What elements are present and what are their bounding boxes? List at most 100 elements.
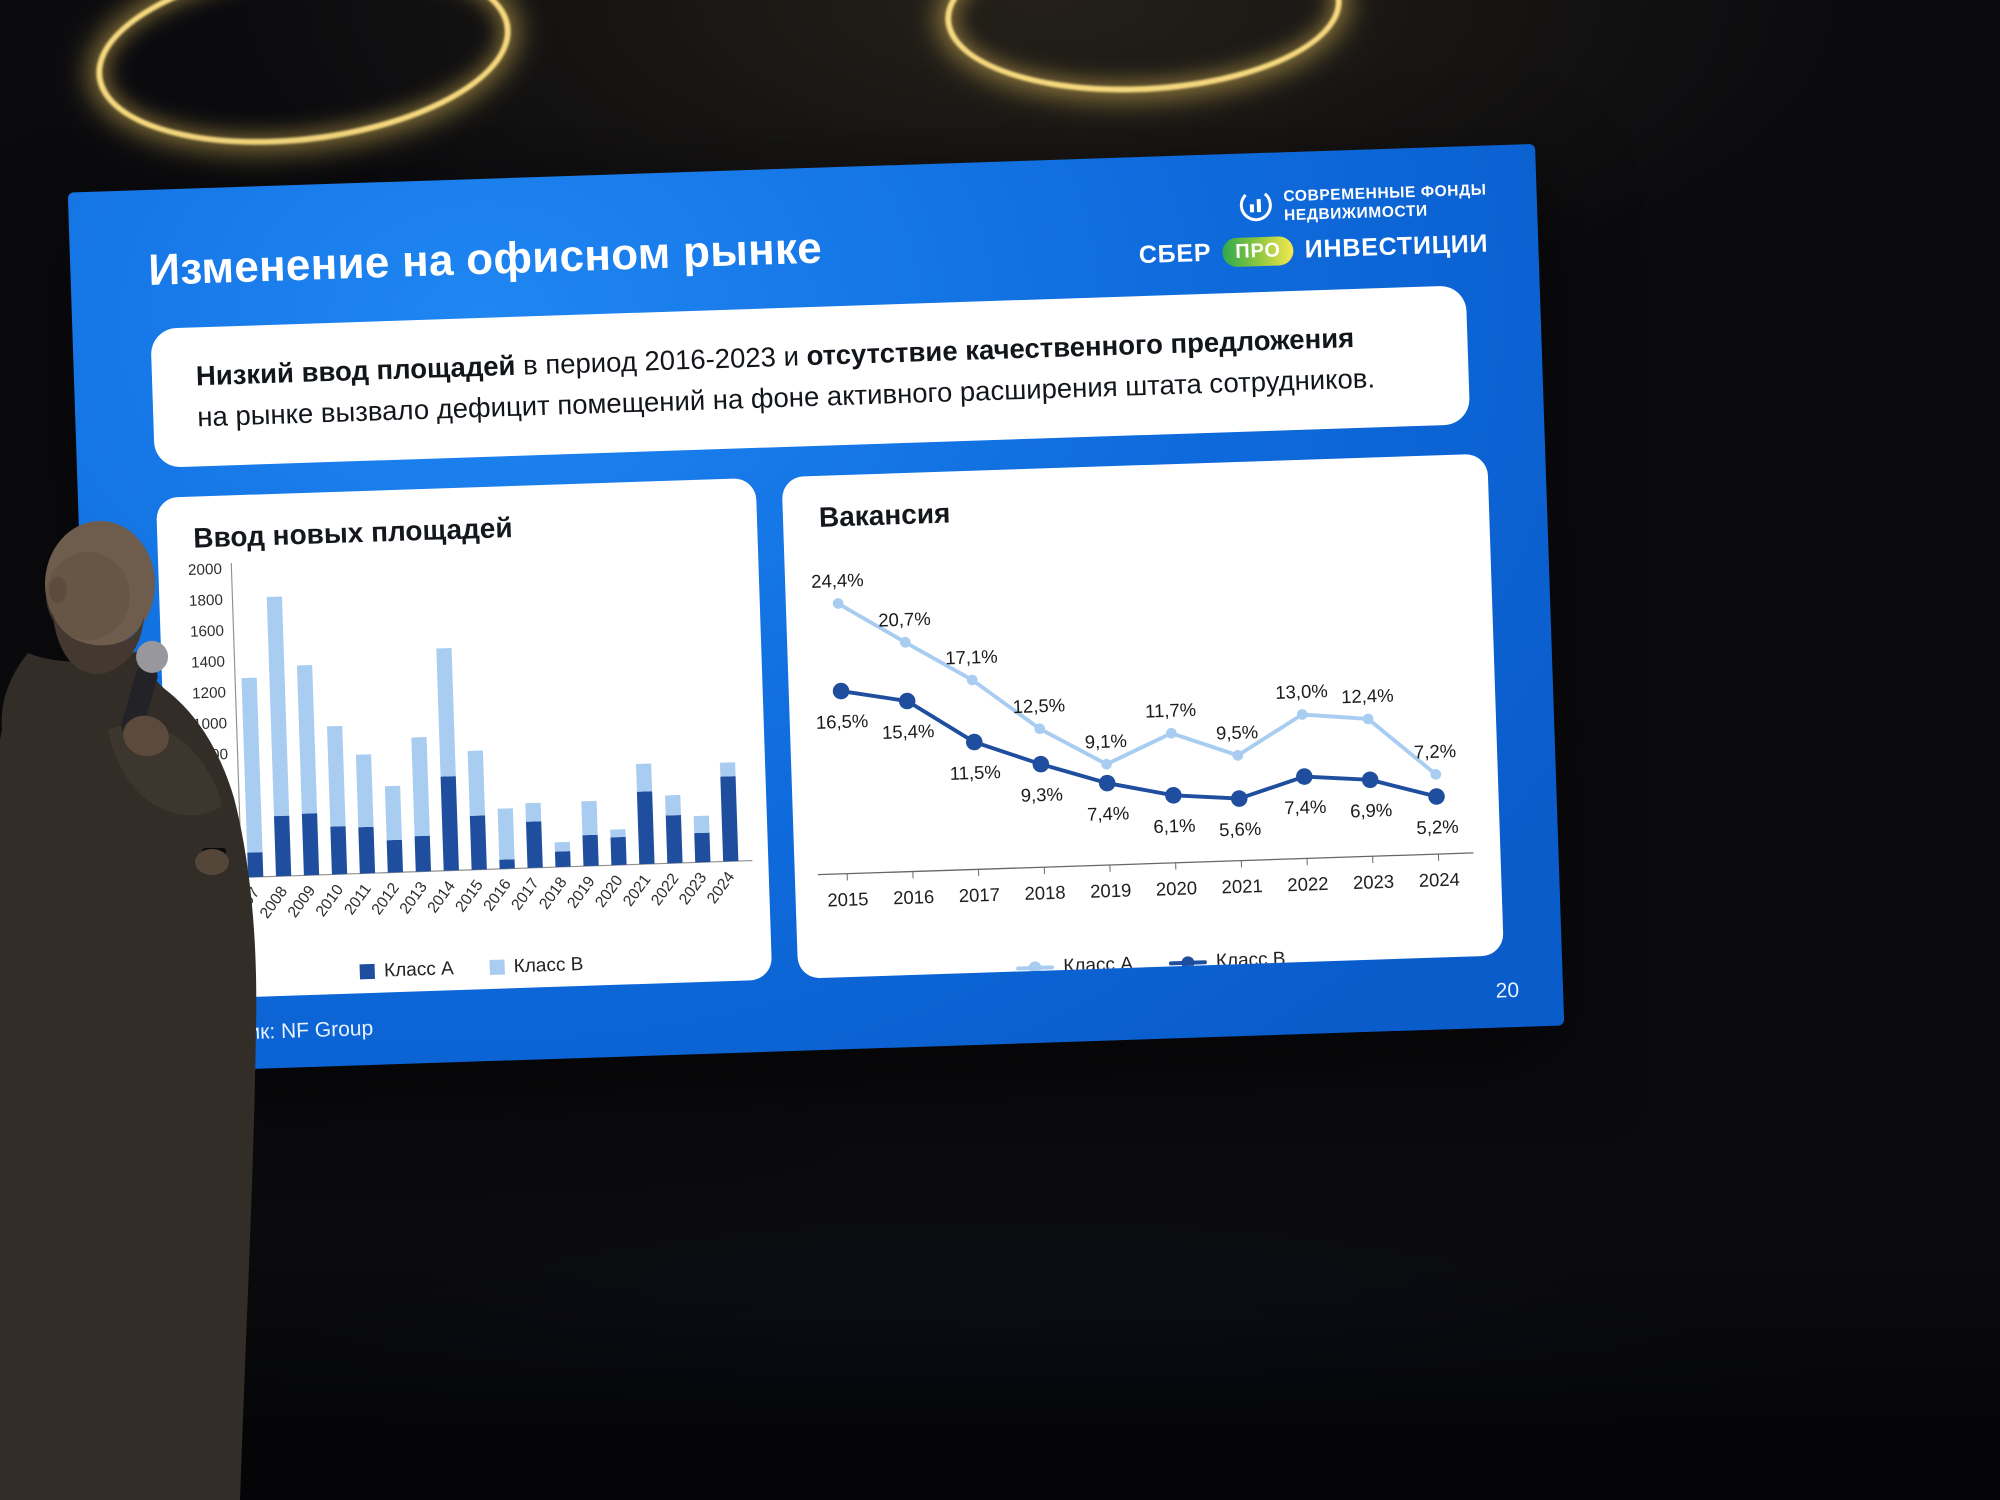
bar-y-label: 1200 [192,684,226,702]
bar-x-label: 2018 [536,874,570,912]
bar-x-label: 2022 [648,870,682,908]
data-label: 9,3% [1020,783,1063,805]
brand-logo: СОВРЕМЕННЫЕ ФОНДЫ НЕДВИЖИМОСТИ СБЕР ПРО … [1137,180,1489,271]
bar-segment-class-b [411,736,430,836]
bar-segment-class-b [497,807,515,860]
bar-x-label: 2021 [620,871,654,909]
bar-chart-card: Ввод новых площадей 02004006008001000120… [155,477,773,1000]
legend-marker-class-b [1168,959,1207,965]
data-point [1101,758,1112,770]
data-point [832,597,844,609]
bar-segment-class-a [610,836,627,865]
line-chart-svg: 2015 2016 2017 2018 2019 2020 2021 2022 2023 2024… [811,569,1474,910]
bar-segment-class-a [554,850,571,867]
line-series-class-a: 24,4% 20,7% 17,1% 12,5% 9,1% 11,7% 9,5% 13,0% 12… [811,569,1457,780]
bar-segment-class-a [525,820,543,868]
sber-wordmark: СБЕР [1138,238,1212,270]
bar-segment-class-a [694,832,711,862]
bar-x-label: 2014 [425,877,459,915]
data-label: 20,7% [878,607,931,630]
line-chart-axis: 2015 2016 2017 2018 2019 2020 2021 2022 2023 2024 [817,851,1474,910]
legend-item-class-b: Класс B [489,953,584,978]
bar-segment-class-b [610,828,626,837]
bar-segment-class-b [719,761,736,777]
line-chart-card: Вакансия 2015 2016 2017 2018 2019 2020 2021 202… [781,453,1504,979]
bar-y-label: 1800 [189,591,223,609]
slide-header: Изменение на офисном рынке СОВРЕМЕННЫЕ Ф… [68,144,1539,306]
line-x-label: 2023 [1353,870,1395,892]
bar-segment-class-b [525,802,542,822]
data-label: 15,4% [882,720,935,743]
data-label: 5,6% [1219,817,1262,839]
presentation-slide: Изменение на офисном рынке СОВРЕМЕННЫЕ Ф… [67,143,1565,1075]
data-point [898,692,916,709]
bar-x-label: 2017 [508,875,542,913]
bar-segment-class-b [384,785,402,840]
line-x-label: 2024 [1418,868,1460,890]
bar-x-label: 2024 [704,868,738,906]
bar-x-label: 2019 [564,873,598,911]
data-label: 13,0% [1275,680,1328,703]
fund-logo-icon [1237,187,1274,229]
line-series-class-b: 16,5% 15,4% 11,5% 9,3% 7,4% 6,1% 5,6% 7,4% 6,9% 5… [816,682,1459,840]
data-point [1165,727,1177,739]
bar-y-label: 1600 [190,622,224,640]
data-label: 6,1% [1153,814,1196,836]
bar-segment-class-a [636,790,655,864]
bar-segment-class-b [355,753,374,827]
legend-marker-class-a [1016,964,1055,971]
ceiling-light-ring-left [85,0,522,167]
legend-swatch-class-b [489,959,505,976]
bar-segment-class-b [581,800,598,835]
data-label: 24,4% [811,569,864,592]
presenter-hand-mic [123,715,169,757]
line-x-label: 2018 [1024,881,1066,903]
data-point [1362,713,1374,724]
bar-x-label: 2013 [397,878,431,916]
presenter-beard [52,610,144,674]
legend-label-class-a: Класс А [383,957,455,982]
legend-item-class-a: Класс А [359,957,455,983]
data-point [1032,755,1050,772]
presenter-silhouette [0,521,257,1500]
bar-segment-class-a [720,775,739,862]
presenter-face-shade [46,552,130,640]
bar-segment-class-b [241,677,263,853]
data-label: 7,2% [1414,740,1457,762]
ceiling-light-ring-right [940,0,1347,103]
bar-segment-class-a [386,839,403,873]
data-label: 16,5% [816,710,869,733]
bar-segment-class-a [301,812,320,875]
presenter-ear [49,577,67,603]
bar-segment-class-b [326,725,346,827]
data-label: 11,7% [1145,698,1197,721]
key-message-text-1: в период 2016-2023 и [514,340,808,381]
data-point [1098,774,1116,791]
bar-segment-class-a [247,851,264,877]
bar-x-label: 2012 [369,879,403,917]
bar-segment-class-a [330,825,348,875]
data-point [966,674,978,685]
data-label: 11,5% [949,761,1001,784]
invest-wordmark: ИНВЕСТИЦИИ [1304,229,1489,264]
data-label: 9,5% [1216,721,1259,743]
data-point [832,682,850,699]
data-label: 17,1% [945,645,998,668]
key-message-bold-1: Низкий ввод площадей [195,349,516,392]
bar-segment-class-b [436,647,456,777]
bar-segment-class-a [273,815,292,876]
bar-x-label: 2016 [480,875,514,913]
bar-segment-class-b [635,762,653,792]
page-number: 20 [1495,978,1520,1003]
presenter-hand-clicker [195,849,229,875]
bar-segment-class-b [296,664,318,814]
microphone [121,640,169,737]
legend-label-class-b: Класс B [513,953,584,977]
room-floor-shadow [0,1260,2000,1500]
bar-segment-class-a [440,775,459,871]
bar-segment-class-a [358,826,376,874]
data-label: 12,4% [1341,684,1394,707]
presenter-body [0,650,257,1500]
bar-segment-class-a [469,814,487,870]
